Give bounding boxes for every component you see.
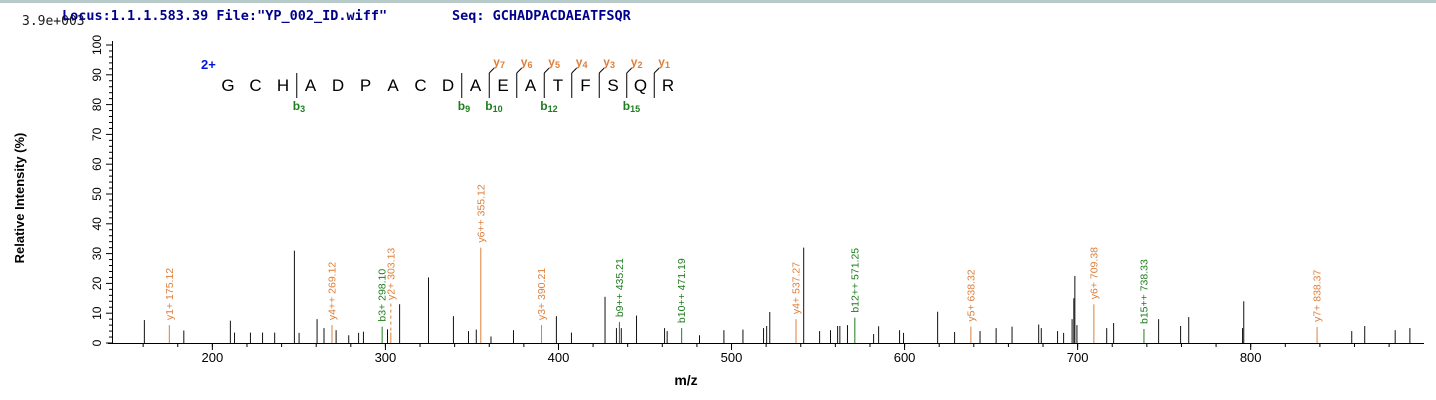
- residue-letter: T: [553, 76, 563, 95]
- b-ion-label: b10: [485, 99, 502, 114]
- svg-text:800: 800: [1240, 350, 1262, 365]
- residue-letter: A: [387, 76, 399, 95]
- peak-label: y2+ 303.13: [385, 248, 397, 300]
- svg-text:300: 300: [375, 350, 397, 365]
- peak-label: b3+ 298.10: [377, 269, 389, 322]
- axes: 200 300 400 500 600 700 800 0 10 20 30 40 50 60 70 80 90…: [12, 35, 1424, 388]
- b-ion-label: b3: [293, 99, 305, 114]
- svg-text:m/z: m/z: [674, 372, 697, 388]
- residue-letter: C: [414, 76, 426, 95]
- svg-text:90: 90: [90, 68, 104, 82]
- peaks: [143, 247, 1411, 343]
- svg-text:40: 40: [90, 217, 104, 231]
- residue-letter: E: [497, 76, 508, 95]
- b-ion-label: b15: [623, 99, 640, 114]
- base-peak-intensity-label: 3.9e+003: [22, 14, 85, 29]
- svg-text:500: 500: [721, 350, 743, 365]
- peak-label: b9++ 435.21: [614, 258, 626, 317]
- residue-letter: A: [525, 76, 537, 95]
- svg-text:Relative Intensity (%): Relative Intensity (%): [12, 133, 27, 264]
- residue-letter: S: [607, 76, 618, 95]
- y-ion-label: y5: [548, 55, 560, 70]
- precursor-charge-label: 2+: [201, 57, 216, 72]
- svg-text:50: 50: [90, 187, 104, 201]
- residue-letter: D: [332, 76, 344, 95]
- peak-label: b15++ 738.33: [1138, 259, 1150, 324]
- sequence-header-label: Seq: GCHADPACDAEATFSQR: [452, 8, 631, 24]
- svg-text:700: 700: [1067, 350, 1089, 365]
- peak-label: y3+ 390.21: [536, 268, 548, 320]
- locus-file-label: Locus:1.1.1.583.39 File:"YP_002_ID.wiff": [62, 8, 388, 24]
- y-ion-label: y6: [521, 55, 533, 70]
- svg-text:100: 100: [90, 35, 104, 55]
- y-ion-label: y1: [658, 55, 670, 70]
- ms2-spectrum-chart: 200 300 400 500 600 700 800 0 10 20 30 40 50 60 70 80 90…: [12, 35, 1424, 388]
- residue-letter: R: [662, 76, 674, 95]
- peak-label: y7+ 838.37: [1312, 269, 1324, 321]
- svg-text:600: 600: [894, 350, 916, 365]
- peak-label: y4+ 537.27: [791, 262, 803, 314]
- svg-text:20: 20: [90, 276, 104, 290]
- b-ion-label: b9: [458, 99, 470, 114]
- y-ion-label: y3: [603, 55, 615, 70]
- peak-label: y6+ 709.38: [1088, 247, 1100, 299]
- svg-text:0: 0: [90, 339, 104, 346]
- peak-label: b12++ 571.25: [849, 248, 861, 313]
- svg-text:400: 400: [548, 350, 570, 365]
- peak-label: y5+ 638.32: [965, 269, 977, 321]
- residue-letter: A: [470, 76, 482, 95]
- residue-letter: H: [277, 76, 289, 95]
- peak-label: y6++ 355.12: [475, 184, 487, 243]
- residue-letter: D: [442, 76, 454, 95]
- residue-letter: Q: [634, 76, 647, 95]
- svg-text:200: 200: [202, 350, 224, 365]
- y-ion-label: y4: [576, 55, 588, 70]
- residue-letter: C: [249, 76, 261, 95]
- svg-text:30: 30: [90, 247, 104, 261]
- b-ion-label: b12: [540, 99, 557, 114]
- peak-label: y1+ 175.12: [164, 268, 176, 320]
- residue-letter: G: [221, 76, 234, 95]
- peak-label: y4++ 269.12: [326, 262, 338, 321]
- residue-letter: A: [305, 76, 317, 95]
- peak-label: b10++ 471.19: [676, 258, 688, 323]
- svg-text:70: 70: [90, 127, 104, 141]
- svg-text:10: 10: [90, 306, 104, 320]
- residue-letter: F: [580, 76, 590, 95]
- y-ion-label: y7: [493, 55, 505, 70]
- svg-text:60: 60: [90, 157, 104, 171]
- residue-letter: P: [360, 76, 371, 95]
- y-ion-label: y2: [631, 55, 643, 70]
- svg-text:80: 80: [90, 98, 104, 112]
